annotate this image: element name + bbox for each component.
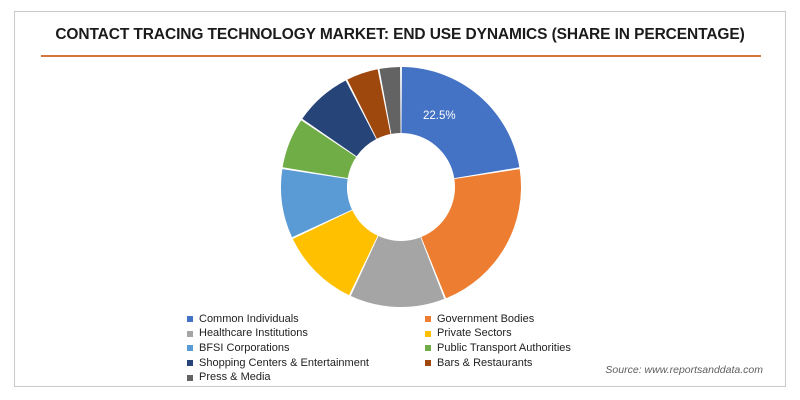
legend-item[interactable]: Common Individuals bbox=[187, 312, 425, 325]
legend-item[interactable]: Bars & Restaurants bbox=[425, 356, 617, 369]
chart-card: CONTACT TRACING TECHNOLOGY MARKET: END U… bbox=[14, 11, 786, 387]
legend-item[interactable]: Healthcare Institutions bbox=[187, 328, 425, 339]
donut-segment bbox=[421, 169, 521, 299]
legend-swatch-icon bbox=[187, 345, 193, 352]
legend-swatch-icon bbox=[187, 360, 193, 367]
legend-grid: Common Individuals Government Bodies Healt… bbox=[187, 312, 617, 385]
legend-swatch-icon bbox=[425, 330, 431, 337]
donut-segment bbox=[282, 120, 357, 179]
source-attribution: Source: www.reportsanddata.com bbox=[605, 364, 763, 376]
donut-segment bbox=[292, 210, 378, 296]
donut-segment bbox=[281, 169, 352, 238]
donut-segment bbox=[302, 80, 377, 157]
legend-swatch-icon bbox=[187, 316, 193, 323]
donut-chart: 22.5% bbox=[15, 62, 787, 312]
legend-item-label: Government Bodies bbox=[437, 312, 535, 325]
legend-item[interactable]: Public Transport Authorities bbox=[425, 341, 617, 354]
legend-item[interactable]: BFSI Corporations bbox=[187, 341, 425, 354]
legend-item[interactable]: Private Sectors bbox=[425, 328, 617, 339]
legend-swatch-icon bbox=[187, 374, 193, 381]
legend-item-label: Public Transport Authorities bbox=[437, 341, 571, 354]
legend-item-label: Shopping Centers & Entertainment bbox=[199, 356, 369, 369]
legend-item-label: Healthcare Institutions bbox=[199, 327, 308, 340]
legend-swatch-icon bbox=[187, 330, 193, 337]
donut-chart-plot: 22.5% bbox=[271, 62, 531, 312]
legend-swatch-icon bbox=[425, 360, 431, 367]
donut-segment bbox=[347, 69, 391, 139]
chart-legend: Common Individuals Government Bodies Healt… bbox=[15, 312, 787, 383]
donut-svg bbox=[281, 67, 521, 307]
legend-item-label: Private Sectors bbox=[437, 327, 512, 340]
legend-item-label: Press & Media bbox=[199, 371, 271, 384]
legend-item[interactable]: Shopping Centers & Entertainment bbox=[187, 356, 425, 369]
donut-segment bbox=[350, 236, 445, 307]
legend-item-label: Bars & Restaurants bbox=[437, 356, 533, 369]
legend-item[interactable]: Press & Media bbox=[187, 372, 425, 383]
data-label-common-individuals: 22.5% bbox=[423, 110, 456, 122]
title-underline-rule bbox=[41, 55, 761, 57]
legend-item-label: BFSI Corporations bbox=[199, 341, 290, 354]
legend-item-label: Common Individuals bbox=[199, 312, 299, 325]
legend-swatch-icon bbox=[425, 316, 431, 323]
donut-segment bbox=[379, 67, 401, 134]
legend-item[interactable]: Government Bodies bbox=[425, 312, 617, 325]
legend-swatch-icon bbox=[425, 345, 431, 352]
donut-segment bbox=[401, 67, 520, 179]
page-title: CONTACT TRACING TECHNOLOGY MARKET: END U… bbox=[55, 26, 745, 43]
